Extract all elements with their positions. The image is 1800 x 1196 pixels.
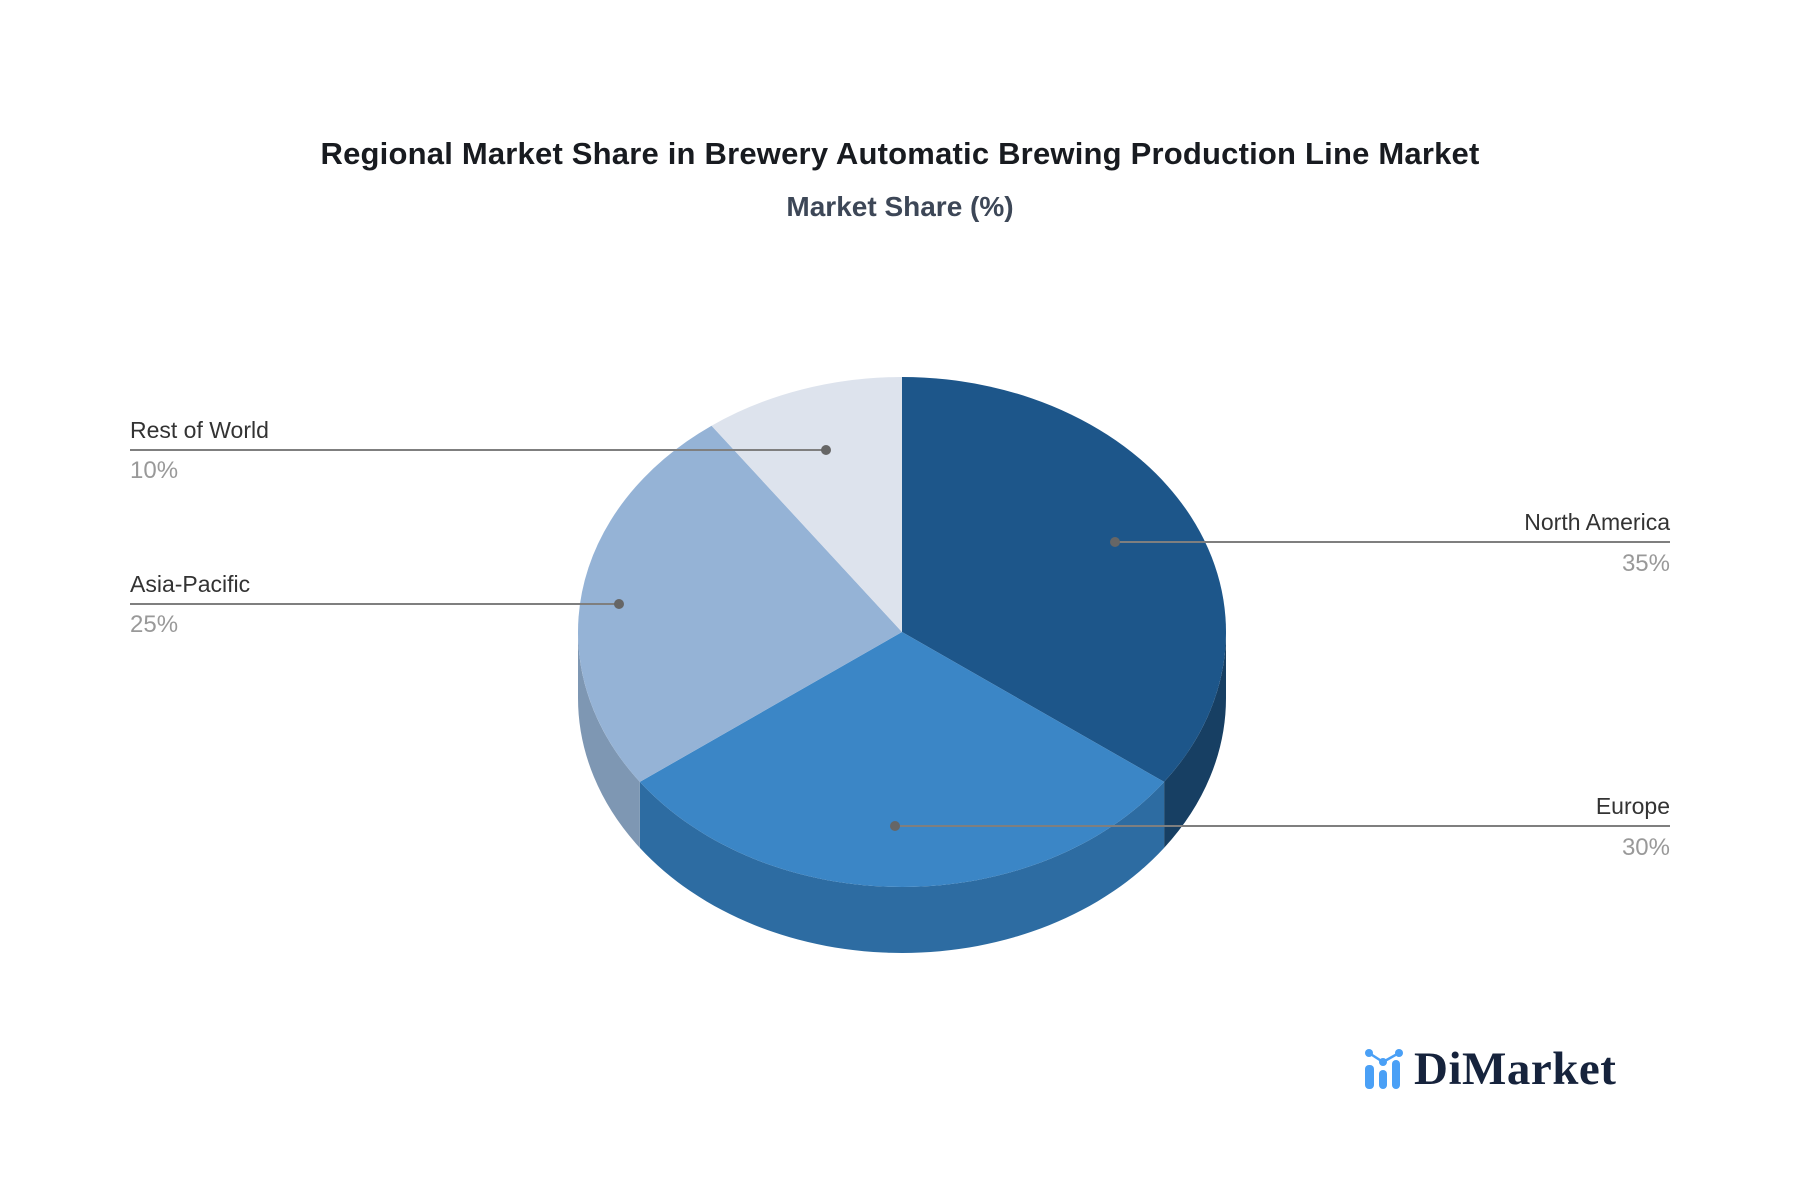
pie-slice-europe <box>639 632 1165 888</box>
callout-label-europe: Europe <box>1595 793 1670 819</box>
callout-label-north-america: North America <box>1524 509 1670 535</box>
bar-chart-logo-icon <box>1365 1049 1403 1089</box>
pie-slice-rest-of-world <box>711 377 902 632</box>
pie-slice-side-europe <box>639 781 1165 954</box>
brand-name: DiMarket <box>1414 1043 1617 1095</box>
pie-slice-side-asia-pacific <box>578 632 640 848</box>
leader-dot-asia-pacific <box>614 599 624 609</box>
pie-slice-north-america <box>902 377 1227 782</box>
callout-pct-north-america: 35% <box>1621 550 1670 577</box>
callout-pct-europe: 30% <box>1621 834 1670 861</box>
pie-slice-asia-pacific <box>577 425 902 782</box>
leader-dot-rest-of-world <box>821 445 831 455</box>
chart-title: Regional Market Share in Brewery Automat… <box>320 136 1480 171</box>
callout-label-asia-pacific: Asia-Pacific <box>130 571 251 597</box>
leader-dot-europe <box>890 821 900 831</box>
callout-label-rest-of-world: Rest of World <box>130 417 269 443</box>
callout-pct-asia-pacific: 25% <box>130 611 179 638</box>
leader-dot-north-america <box>1110 537 1120 547</box>
chart-subtitle: Market Share (%) <box>786 191 1014 222</box>
brand-logo: DiMarket <box>1360 1042 1617 1095</box>
pie-slice-side-north-america <box>1164 632 1226 848</box>
callout-pct-rest-of-world: 10% <box>130 457 179 484</box>
